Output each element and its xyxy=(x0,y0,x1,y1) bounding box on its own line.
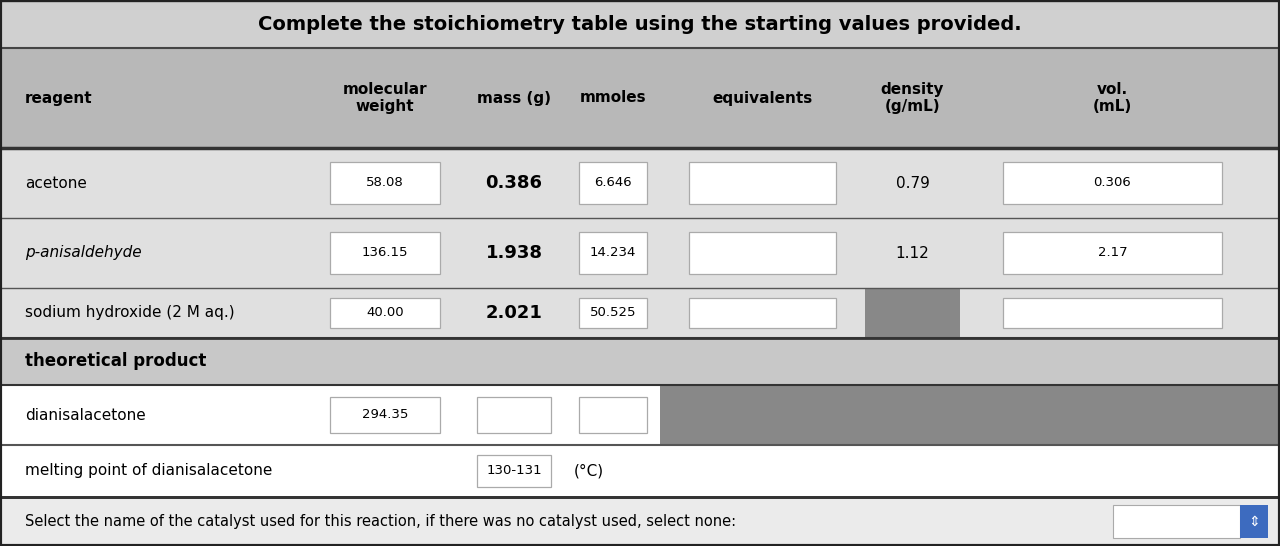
Text: ⇕: ⇕ xyxy=(1248,514,1260,529)
Text: 6.646: 6.646 xyxy=(594,176,632,189)
Bar xyxy=(0,497,1280,546)
Text: Select the name of the catalyst used for this reaction, if there was no catalyst: Select the name of the catalyst used for… xyxy=(26,514,736,529)
Bar xyxy=(0,218,1280,288)
Text: 50.525: 50.525 xyxy=(590,306,636,319)
Text: equivalents: equivalents xyxy=(713,91,813,105)
FancyBboxPatch shape xyxy=(689,298,836,328)
Text: melting point of dianisalacetone: melting point of dianisalacetone xyxy=(26,464,273,478)
Text: reagent: reagent xyxy=(26,91,92,105)
Text: 0.79: 0.79 xyxy=(896,175,929,191)
Text: 58.08: 58.08 xyxy=(366,176,404,189)
FancyBboxPatch shape xyxy=(689,232,836,274)
Text: 1.12: 1.12 xyxy=(896,246,929,260)
Text: molecular
weight: molecular weight xyxy=(343,82,428,114)
FancyBboxPatch shape xyxy=(476,397,552,433)
Bar xyxy=(0,445,1280,497)
Text: 136.15: 136.15 xyxy=(362,246,408,259)
Text: vol.
(mL): vol. (mL) xyxy=(1093,82,1132,114)
Text: sodium hydroxide (2 M aq.): sodium hydroxide (2 M aq.) xyxy=(26,306,234,321)
Text: 40.00: 40.00 xyxy=(366,306,403,319)
Text: mass (g): mass (g) xyxy=(477,91,550,105)
Bar xyxy=(0,0,1280,48)
Text: dianisalacetone: dianisalacetone xyxy=(26,407,146,423)
Text: p-anisaldehyde: p-anisaldehyde xyxy=(26,246,142,260)
Text: mmoles: mmoles xyxy=(580,91,646,105)
FancyBboxPatch shape xyxy=(579,232,646,274)
Text: 1.938: 1.938 xyxy=(485,244,543,262)
Text: 0.386: 0.386 xyxy=(485,174,543,192)
Text: 2.021: 2.021 xyxy=(485,304,543,322)
Bar xyxy=(1114,505,1240,538)
Bar xyxy=(0,48,1280,148)
FancyBboxPatch shape xyxy=(579,162,646,204)
FancyBboxPatch shape xyxy=(579,397,646,433)
Bar xyxy=(0,148,1280,218)
Bar xyxy=(660,385,1280,445)
Text: 0.306: 0.306 xyxy=(1093,176,1132,189)
Text: 14.234: 14.234 xyxy=(590,246,636,259)
Text: theoretical product: theoretical product xyxy=(26,353,206,371)
Text: 2.17: 2.17 xyxy=(1098,246,1128,259)
Text: 294.35: 294.35 xyxy=(362,408,408,422)
FancyBboxPatch shape xyxy=(1002,162,1222,204)
FancyBboxPatch shape xyxy=(689,162,836,204)
Bar xyxy=(0,385,1280,445)
FancyBboxPatch shape xyxy=(1002,232,1222,274)
FancyBboxPatch shape xyxy=(329,232,440,274)
FancyBboxPatch shape xyxy=(476,455,552,486)
FancyBboxPatch shape xyxy=(579,298,646,328)
FancyBboxPatch shape xyxy=(1002,298,1222,328)
FancyBboxPatch shape xyxy=(329,162,440,204)
Bar xyxy=(1240,505,1268,538)
Bar xyxy=(0,338,1280,385)
Text: (°C): (°C) xyxy=(573,464,604,478)
Text: acetone: acetone xyxy=(26,175,87,191)
Text: 130-131: 130-131 xyxy=(486,465,541,478)
Text: Complete the stoichiometry table using the starting values provided.: Complete the stoichiometry table using t… xyxy=(259,15,1021,33)
Bar xyxy=(0,48,1280,50)
Bar xyxy=(0,288,1280,338)
Bar xyxy=(865,288,960,338)
Text: density
(g/mL): density (g/mL) xyxy=(881,82,945,114)
FancyBboxPatch shape xyxy=(329,298,440,328)
FancyBboxPatch shape xyxy=(329,397,440,433)
